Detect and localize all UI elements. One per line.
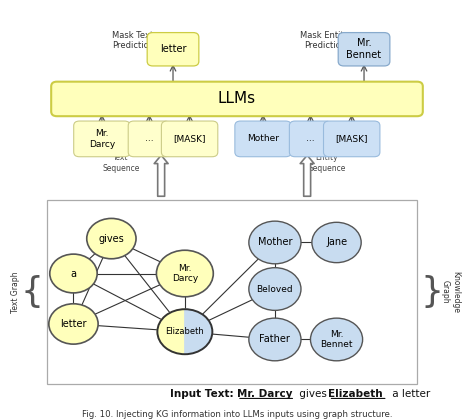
Text: letter: letter (160, 44, 186, 54)
Text: Knowledge
Graph: Knowledge Graph (441, 271, 460, 313)
Text: gives: gives (99, 234, 124, 243)
FancyBboxPatch shape (161, 121, 218, 157)
Text: Beloved: Beloved (256, 285, 293, 294)
Text: {: { (20, 275, 43, 309)
Text: gives: gives (296, 389, 330, 399)
FancyBboxPatch shape (128, 121, 170, 157)
FancyBboxPatch shape (289, 121, 331, 157)
Circle shape (156, 250, 213, 297)
Text: Entity
Sequence: Entity Sequence (309, 153, 346, 173)
FancyBboxPatch shape (147, 33, 199, 66)
Text: Mr.
Bennet: Mr. Bennet (346, 39, 382, 60)
Text: [MASK]: [MASK] (173, 134, 206, 143)
Circle shape (249, 221, 301, 264)
Text: Elizabeth: Elizabeth (165, 327, 204, 336)
Text: Text
Sequence: Text Sequence (102, 153, 139, 173)
Text: Father: Father (259, 334, 291, 344)
Circle shape (312, 222, 361, 263)
Text: Fig. 10. Injecting KG information into LLMs inputs using graph structure.: Fig. 10. Injecting KG information into L… (82, 411, 392, 419)
Polygon shape (157, 309, 185, 354)
FancyBboxPatch shape (323, 121, 380, 157)
FancyBboxPatch shape (47, 200, 417, 384)
FancyBboxPatch shape (235, 121, 291, 157)
Circle shape (50, 254, 97, 293)
Circle shape (249, 268, 301, 310)
Text: ...: ... (306, 134, 315, 143)
Text: [MASK]: [MASK] (336, 134, 368, 143)
Text: Input Text:: Input Text: (170, 389, 237, 399)
Text: Mr.
Darcy: Mr. Darcy (172, 264, 198, 283)
Text: Mother: Mother (247, 134, 279, 143)
FancyBboxPatch shape (73, 121, 130, 157)
Text: Mask Text
Prediction: Mask Text Prediction (112, 31, 154, 50)
Circle shape (310, 318, 363, 361)
Text: Mother: Mother (258, 238, 292, 248)
Text: letter: letter (60, 319, 87, 329)
Circle shape (87, 218, 136, 259)
Text: Jane: Jane (326, 238, 347, 248)
FancyBboxPatch shape (338, 33, 390, 66)
Text: Text Graph: Text Graph (11, 272, 19, 313)
Polygon shape (185, 309, 212, 354)
Text: Mr.
Bennet: Mr. Bennet (320, 330, 353, 349)
FancyBboxPatch shape (51, 82, 423, 116)
Text: a: a (71, 269, 76, 279)
Text: Elizabeth: Elizabeth (328, 389, 383, 399)
Text: ...: ... (145, 134, 154, 143)
Circle shape (249, 318, 301, 361)
Circle shape (49, 304, 98, 344)
Text: Mr. Darcy: Mr. Darcy (237, 389, 292, 399)
Text: a letter: a letter (389, 389, 430, 399)
Text: LLMs: LLMs (218, 91, 256, 106)
Text: }: } (421, 275, 444, 309)
Text: Mr.
Darcy: Mr. Darcy (89, 129, 115, 149)
Text: Mask Entity
Prediction: Mask Entity Prediction (301, 31, 349, 50)
